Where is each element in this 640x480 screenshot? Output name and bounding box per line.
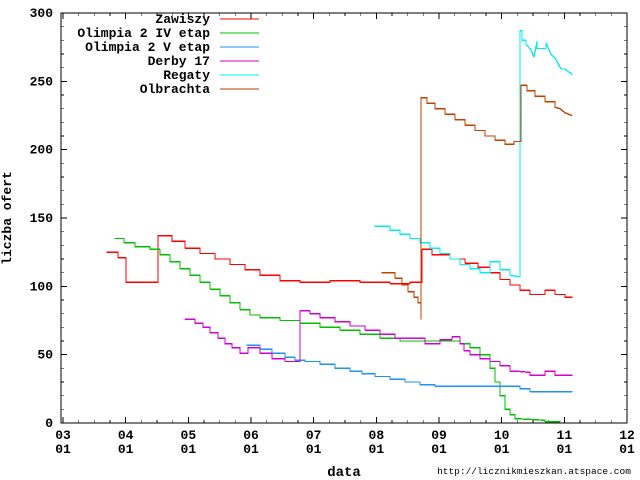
svg-text:Regaty: Regaty bbox=[163, 68, 210, 83]
svg-text:01: 01 bbox=[431, 442, 447, 457]
svg-text:300: 300 bbox=[30, 6, 54, 21]
svg-text:07: 07 bbox=[306, 428, 322, 443]
svg-text:http://licznikmieszkan.atspace: http://licznikmieszkan.atspace.com bbox=[437, 466, 631, 477]
svg-text:04: 04 bbox=[118, 428, 134, 443]
svg-text:Olimpia 2 IV etap: Olimpia 2 IV etap bbox=[77, 26, 210, 41]
svg-text:Derby 17: Derby 17 bbox=[148, 54, 210, 69]
svg-text:100: 100 bbox=[30, 279, 54, 294]
svg-text:01: 01 bbox=[619, 442, 635, 457]
svg-text:12: 12 bbox=[619, 428, 635, 443]
svg-text:50: 50 bbox=[37, 348, 53, 363]
svg-text:08: 08 bbox=[369, 428, 385, 443]
svg-text:01: 01 bbox=[306, 442, 322, 457]
svg-text:0: 0 bbox=[45, 416, 53, 431]
svg-text:01: 01 bbox=[369, 442, 385, 457]
svg-text:01: 01 bbox=[181, 442, 197, 457]
svg-text:01: 01 bbox=[55, 442, 71, 457]
svg-text:09: 09 bbox=[431, 428, 447, 443]
svg-text:01: 01 bbox=[494, 442, 510, 457]
svg-text:03: 03 bbox=[55, 428, 71, 443]
svg-text:liczba ofert: liczba ofert bbox=[0, 171, 15, 265]
svg-text:Zawiszy: Zawiszy bbox=[155, 12, 210, 27]
svg-text:10: 10 bbox=[494, 428, 510, 443]
svg-text:Olbrachta: Olbrachta bbox=[140, 82, 210, 97]
svg-text:01: 01 bbox=[243, 442, 259, 457]
svg-text:11: 11 bbox=[557, 428, 573, 443]
svg-text:150: 150 bbox=[30, 211, 54, 226]
svg-text:01: 01 bbox=[557, 442, 573, 457]
svg-text:data: data bbox=[327, 465, 361, 480]
svg-text:01: 01 bbox=[118, 442, 134, 457]
svg-text:05: 05 bbox=[181, 428, 197, 443]
svg-text:200: 200 bbox=[30, 143, 54, 158]
svg-text:06: 06 bbox=[243, 428, 259, 443]
svg-text:250: 250 bbox=[30, 74, 54, 89]
svg-text:Olimpia 2 V etap: Olimpia 2 V etap bbox=[85, 40, 210, 55]
